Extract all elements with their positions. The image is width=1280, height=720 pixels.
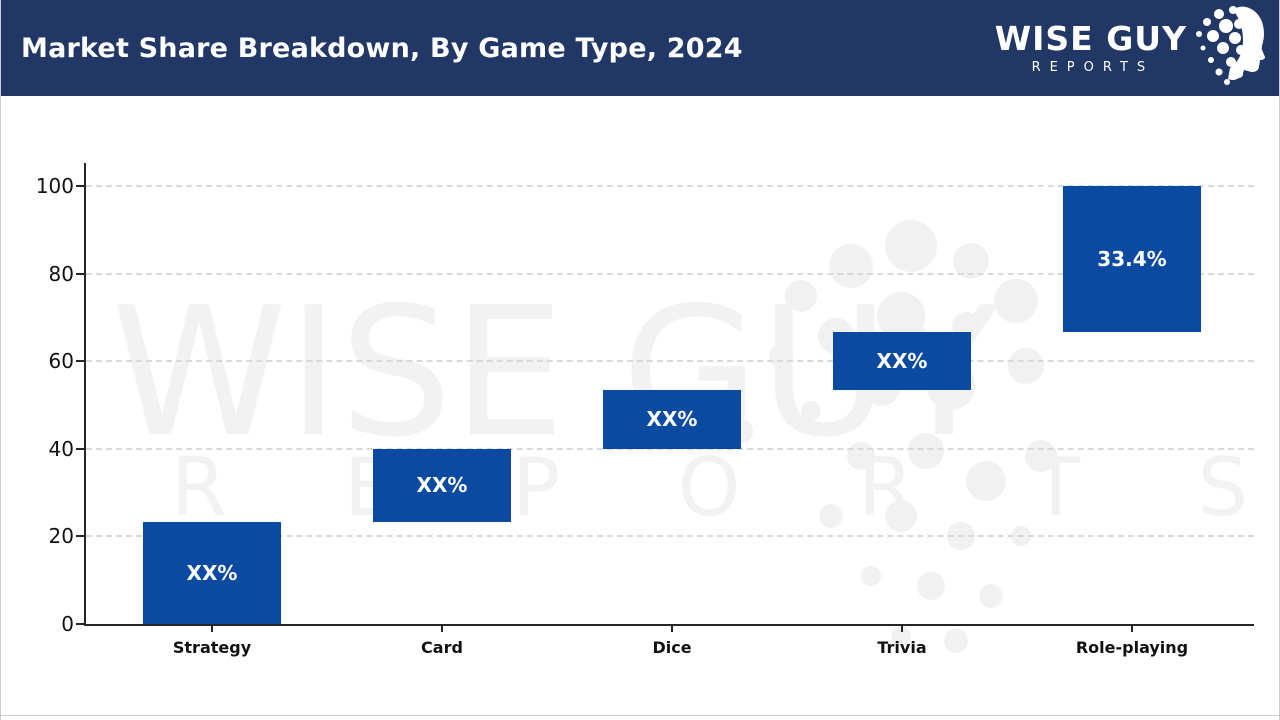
bar-dice: XX% bbox=[603, 390, 741, 449]
x-tick-label-strategy: Strategy bbox=[172, 638, 252, 657]
gridline-y-20 bbox=[86, 535, 1254, 538]
brand-logo: WISE GUY REPORTS bbox=[995, 4, 1265, 92]
x-tick-label-role-playing: Role-playing bbox=[1075, 638, 1189, 657]
page-title: Market Share Breakdown, By Game Type, 20… bbox=[21, 32, 743, 64]
header-band: Market Share Breakdown, By Game Type, 20… bbox=[1, 0, 1279, 96]
bar-value-label-dice: XX% bbox=[646, 407, 698, 432]
bar-value-label-strategy: XX% bbox=[186, 560, 238, 585]
gridline-y-100 bbox=[86, 185, 1254, 187]
y-tick-40 bbox=[76, 447, 84, 450]
y-tick-label-80: 80 bbox=[48, 261, 74, 286]
bar-role-playing: 33.4% bbox=[1063, 186, 1201, 333]
bar-value-label-role-playing: 33.4% bbox=[1097, 247, 1167, 272]
bar-value-label-card: XX% bbox=[416, 473, 468, 498]
x-tick-role-playing bbox=[1131, 624, 1133, 632]
x-tick-label-trivia: Trivia bbox=[877, 638, 927, 657]
brand-face-icon bbox=[1196, 6, 1265, 85]
y-tick-20 bbox=[76, 535, 84, 538]
bar-strategy: XX% bbox=[143, 521, 281, 624]
y-tick-0 bbox=[76, 623, 84, 625]
y-tick-label-60: 60 bbox=[48, 349, 74, 374]
y-tick-60 bbox=[76, 360, 84, 363]
y-tick-label-20: 20 bbox=[48, 524, 74, 549]
x-tick-label-dice: Dice bbox=[652, 638, 692, 657]
plot-area: XX% XX% XX% XX% 33.4% bbox=[76, 163, 1254, 632]
chart-card: WISE GUY R E P O R T S XX% XX% XX% XX% 33.4%… bbox=[1, 96, 1280, 720]
x-tick-trivia bbox=[901, 624, 903, 632]
gridline-y-40 bbox=[86, 447, 1254, 450]
y-tick-label-40: 40 bbox=[48, 436, 74, 461]
brand-name: WISE GUY bbox=[994, 18, 1187, 58]
y-tick-80 bbox=[76, 272, 84, 275]
watermark-text-2: R E P O R T S bbox=[171, 441, 1280, 534]
brand-tagline: REPORTS bbox=[1031, 59, 1155, 75]
x-tick-dice bbox=[671, 624, 673, 632]
x-tick-strategy bbox=[211, 624, 213, 632]
brand-logo-text: WISE GUY REPORTS bbox=[995, 22, 1187, 75]
y-tick-label-100: 100 bbox=[35, 174, 74, 198]
gridline-y-80 bbox=[86, 272, 1254, 275]
x-axis-line bbox=[84, 624, 1254, 626]
gridline-y-60 bbox=[86, 360, 1254, 363]
y-tick-100 bbox=[76, 185, 84, 187]
y-axis-line bbox=[84, 163, 86, 626]
bar-value-label-trivia: XX% bbox=[876, 349, 928, 374]
x-tick-label-card: Card bbox=[421, 638, 463, 657]
bar-card: XX% bbox=[373, 448, 511, 522]
x-tick-card bbox=[441, 624, 443, 632]
y-tick-label-0: 0 bbox=[61, 612, 74, 636]
bar-trivia: XX% bbox=[833, 332, 971, 391]
